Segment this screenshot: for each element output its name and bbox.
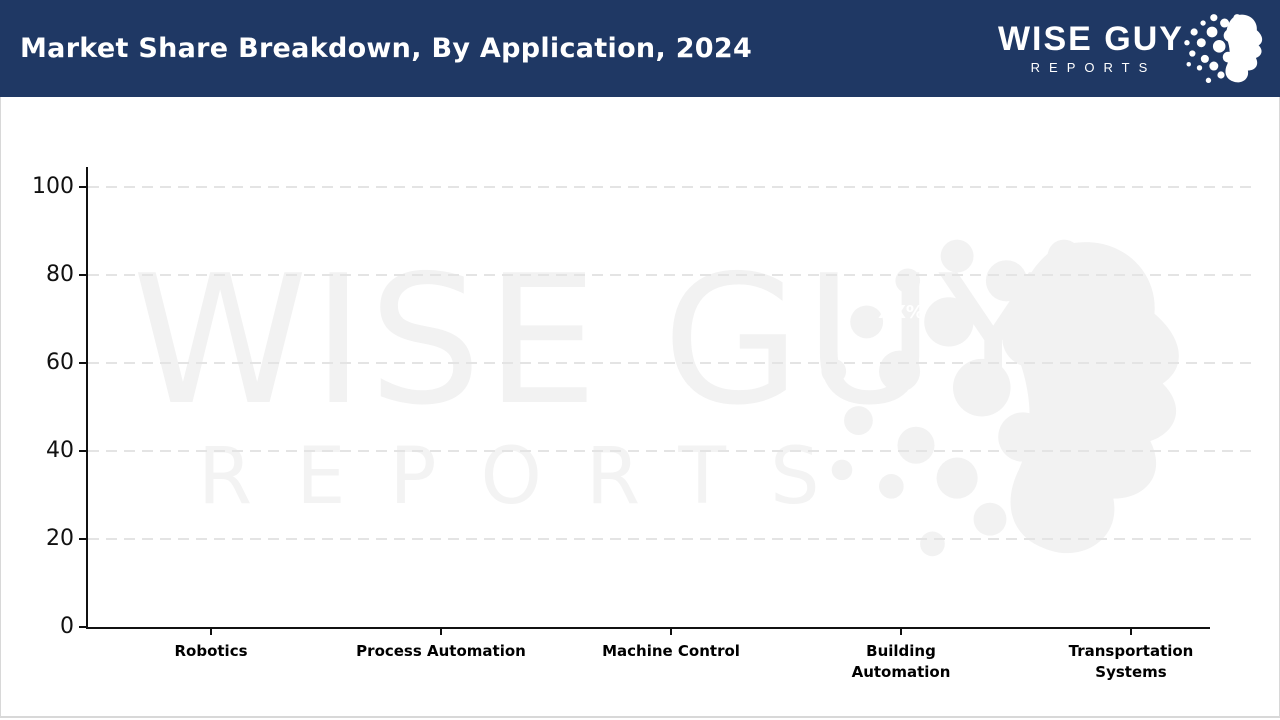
brand-wordmark-line1: WISE GUY xyxy=(997,20,1184,58)
brand-wordmark: WISE GUY REPORTS xyxy=(998,22,1184,75)
brand-wordmark-line2: REPORTS xyxy=(1030,60,1157,75)
y-tick-label: 80 xyxy=(46,262,74,287)
y-tick-label: 20 xyxy=(46,526,74,551)
y-tick-label: 100 xyxy=(32,174,74,199)
y-tick-mark xyxy=(79,186,88,188)
x-tick-mark xyxy=(900,627,902,635)
bar-value-label: 24.1% xyxy=(409,483,473,505)
watermark-text-line1: WISE GUY xyxy=(132,237,1052,444)
y-tick-label: 0 xyxy=(60,614,74,639)
y-tick-mark xyxy=(79,274,88,276)
y-tick-label: 60 xyxy=(46,350,74,375)
x-category-label: Transportation Systems xyxy=(1068,642,1194,681)
y-tick-mark xyxy=(79,538,88,540)
y-tick-mark xyxy=(79,626,88,628)
y-tick-label: 40 xyxy=(46,438,74,463)
bar-value-label: XX% xyxy=(878,301,924,323)
bar-value-label: XX% xyxy=(188,576,234,598)
bar-value-label: XX% xyxy=(1108,222,1154,244)
gridline xyxy=(88,274,1256,276)
x-category-label: Process Automation xyxy=(356,642,526,660)
x-category-label: Robotics xyxy=(174,642,248,660)
y-tick-mark xyxy=(79,362,88,364)
x-category-label: Machine Control xyxy=(602,642,740,660)
gridline xyxy=(88,538,1256,540)
x-tick-mark xyxy=(670,627,672,635)
gridline xyxy=(88,362,1256,364)
y-axis-line xyxy=(86,167,88,629)
x-category-label: Building Automation xyxy=(851,642,951,681)
gridline xyxy=(88,186,1256,188)
bar-value-label: XX% xyxy=(648,382,694,404)
y-tick-mark xyxy=(79,450,88,452)
header-bar: Market Share Breakdown, By Application, … xyxy=(0,0,1280,97)
x-tick-mark xyxy=(440,627,442,635)
gridline xyxy=(88,450,1256,452)
x-tick-mark xyxy=(1130,627,1132,635)
x-tick-mark xyxy=(210,627,212,635)
brand-logo: WISE GUY REPORTS xyxy=(998,8,1264,90)
page-title: Market Share Breakdown, By Application, … xyxy=(20,33,753,64)
x-axis-line xyxy=(86,627,1210,629)
